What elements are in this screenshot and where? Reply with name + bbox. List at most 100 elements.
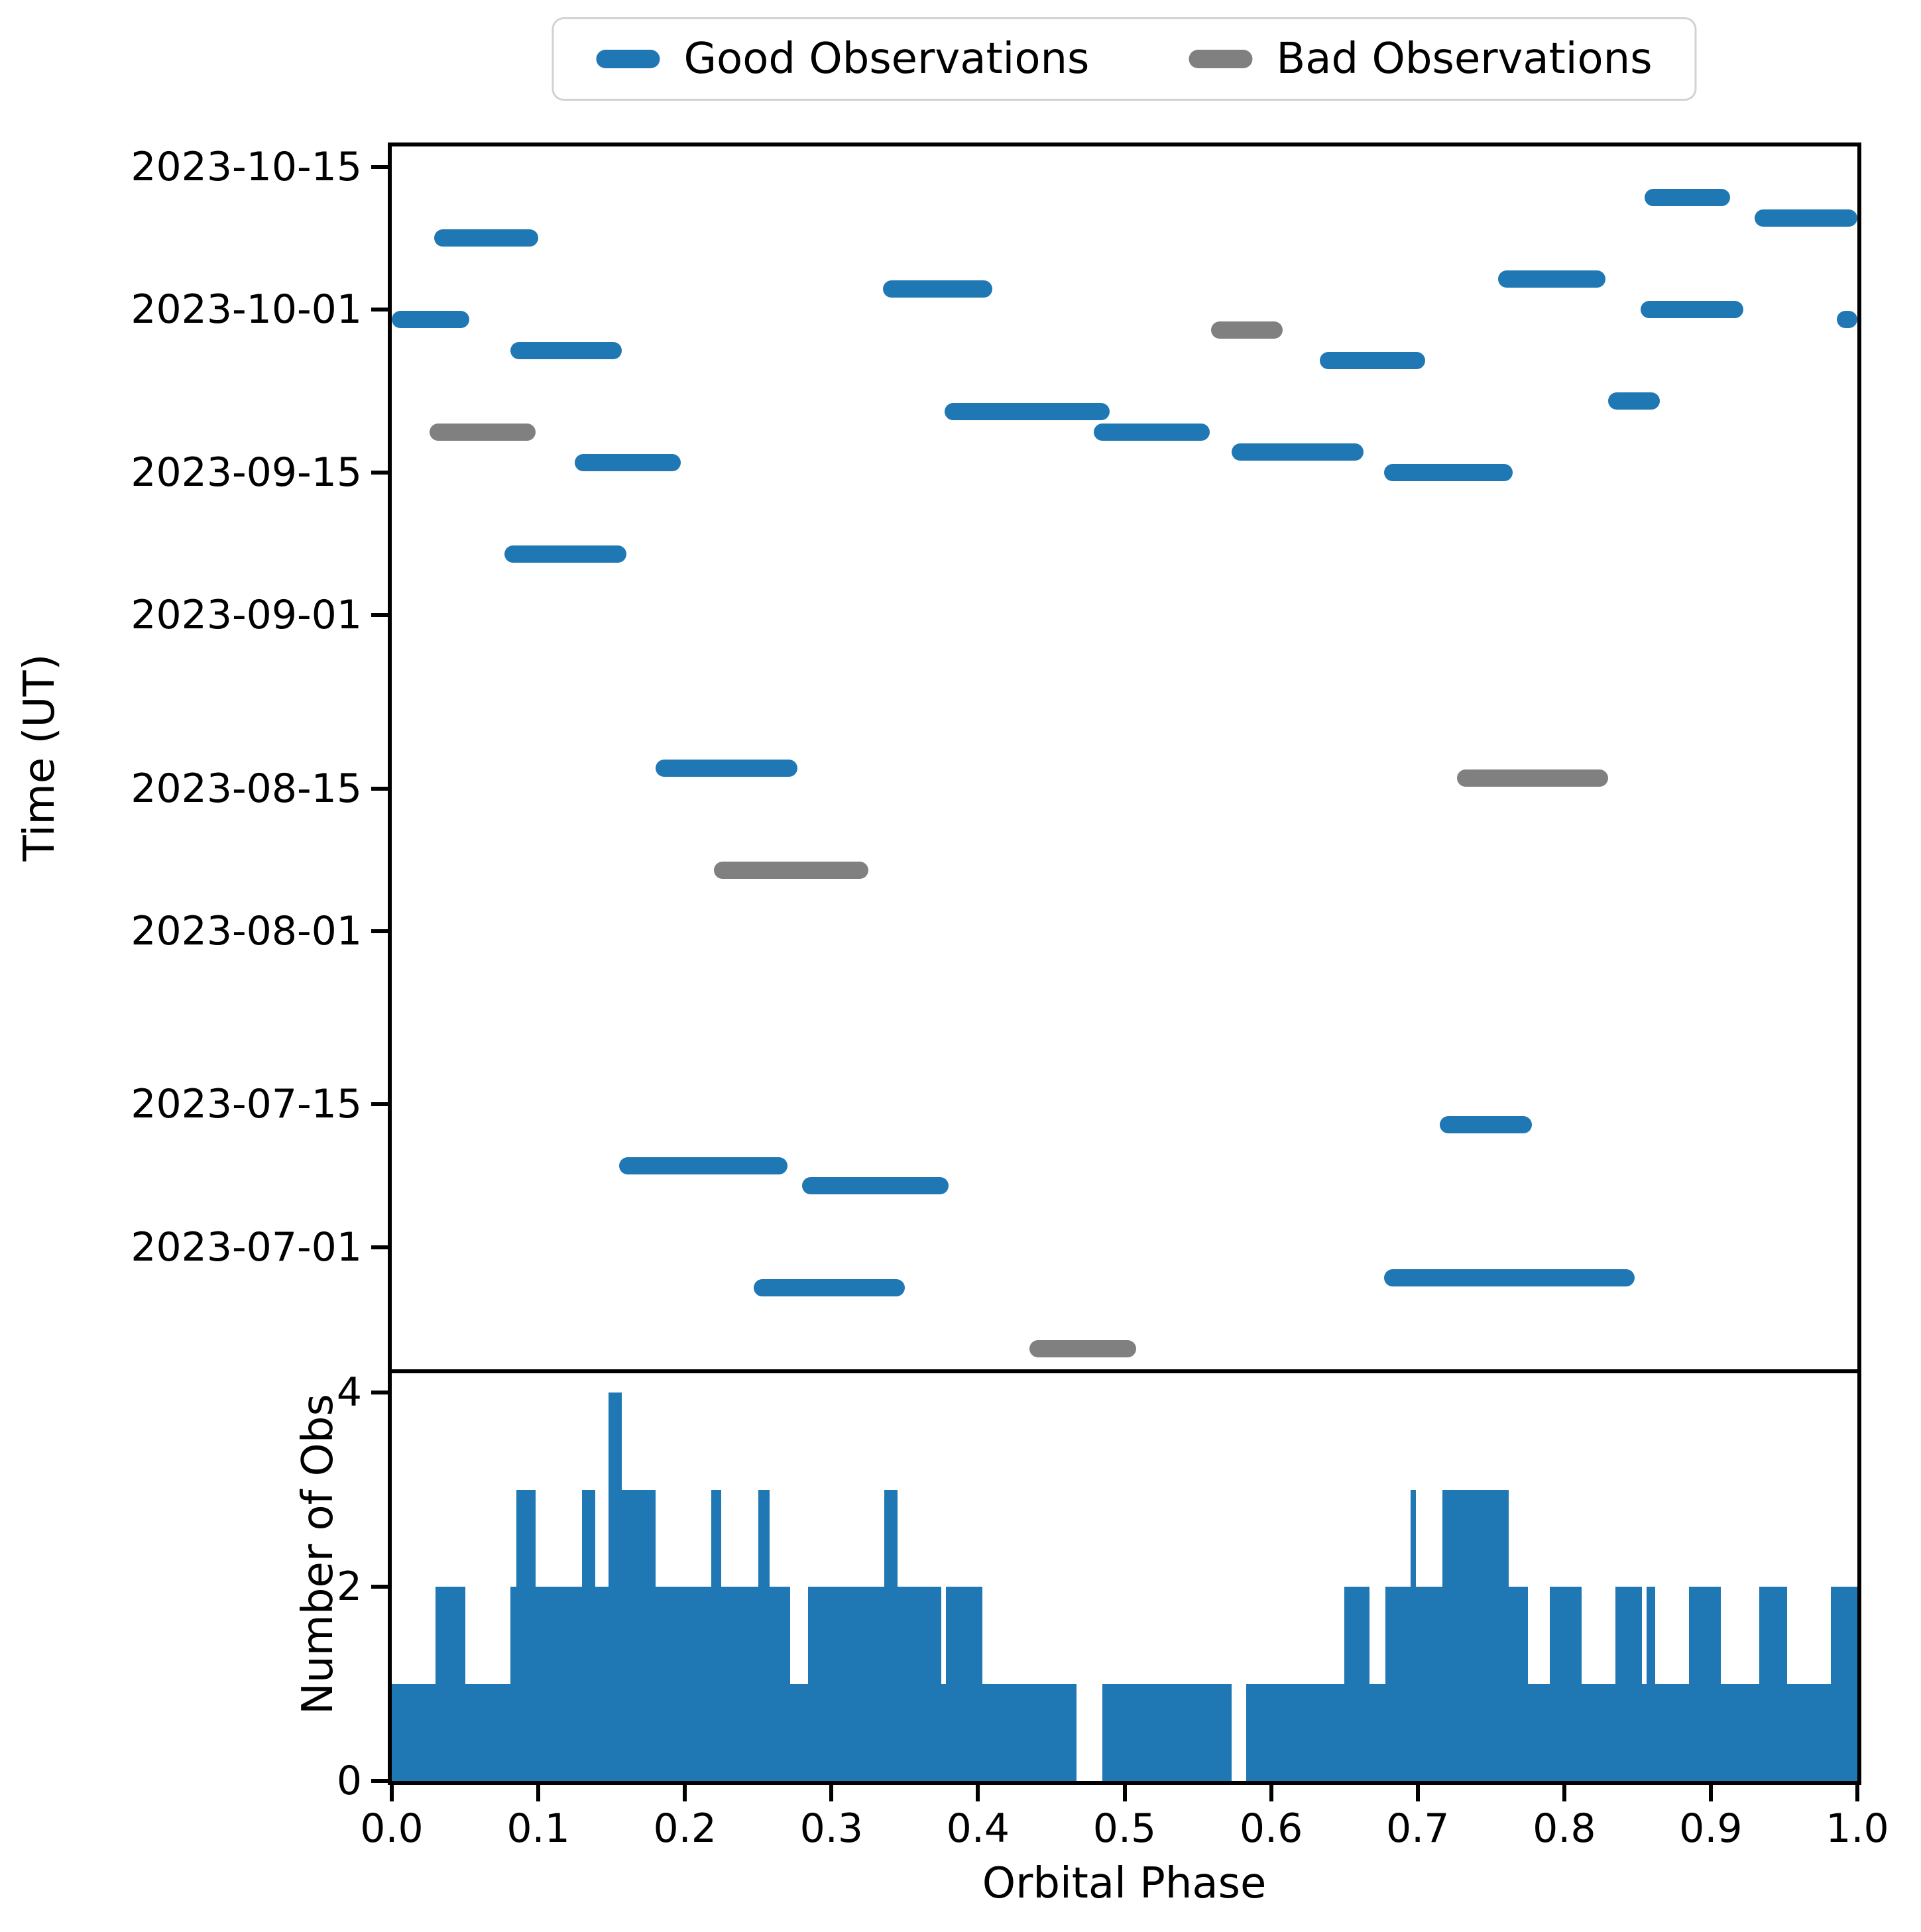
histogram-bar	[1508, 1587, 1528, 1781]
good-observation-segment	[1319, 351, 1425, 369]
histogram-plot-area	[392, 1373, 1857, 1781]
good-observation-segment	[510, 341, 622, 359]
count-axis-tick-label: 2	[336, 1563, 362, 1611]
count-axis-tick-label: 0	[336, 1758, 362, 1804]
good-observation-segment	[1837, 311, 1857, 329]
phase-axis-tick	[1708, 1781, 1713, 1801]
histogram-bar	[1385, 1587, 1411, 1781]
phase-axis-tick-label: 0.4	[946, 1805, 1010, 1852]
x-axis-label-phase: Orbital Phase	[982, 1859, 1267, 1908]
time-axis-tick-label: 2023-07-15	[131, 1081, 362, 1128]
bad-observation-segment	[430, 423, 536, 441]
time-axis-tick-label: 2023-10-01	[131, 286, 362, 333]
histogram-bar	[1655, 1683, 1689, 1781]
histogram-bar	[655, 1587, 711, 1781]
good-observation-segment	[392, 311, 470, 329]
histogram-bar	[1527, 1683, 1550, 1781]
good-observation-segment	[1383, 1269, 1635, 1286]
good-observation-segment	[882, 280, 993, 298]
good-observations-swatch	[596, 50, 660, 68]
histogram-bar	[982, 1683, 1077, 1781]
time-axis-tick	[371, 1245, 392, 1249]
histogram-bar	[1721, 1683, 1759, 1781]
legend-item-good: Good Observations	[596, 38, 1089, 80]
bad-observations-swatch	[1189, 50, 1253, 68]
histogram-bar	[807, 1587, 884, 1781]
phase-axis-tick-label: 0.5	[1092, 1805, 1157, 1852]
histogram-bar	[1369, 1683, 1386, 1781]
histogram-bar	[1410, 1489, 1417, 1781]
phase-axis-tick	[976, 1781, 980, 1801]
good-observation-segment	[618, 1157, 787, 1174]
legend-label-bad: Bad Observations	[1276, 34, 1653, 84]
bad-observation-segment	[1029, 1340, 1137, 1358]
good-observation-segment	[1439, 1116, 1533, 1133]
count-axis-tick	[371, 1585, 392, 1589]
y-axis-label-time: Time (UT)	[15, 653, 64, 862]
bad-observation-segment	[1457, 769, 1609, 787]
histogram-bar	[609, 1392, 622, 1781]
good-observation-segment	[1231, 443, 1364, 461]
histogram-plot: 0.0 0.1 0.2 0.3 0.4 0.5 0.6 0.7 0.8 0.9 1.0 0 2 4	[337, 1373, 1889, 1848]
histogram-bar	[436, 1587, 465, 1781]
phase-axis-tick	[1415, 1781, 1420, 1801]
histogram-bar	[1786, 1683, 1832, 1781]
good-observation-segment	[802, 1177, 949, 1195]
legend-item-bad: Bad Observations	[1189, 34, 1653, 84]
phase-axis-tick-label: 0.1	[506, 1805, 570, 1852]
phase-axis-tick-label: 0.6	[1239, 1805, 1303, 1852]
legend: Good Observations Bad Observations	[552, 17, 1697, 101]
time-axis-tick	[371, 308, 392, 312]
histogram-bar	[516, 1489, 536, 1781]
histogram-bar	[595, 1587, 609, 1781]
phase-axis-tick-label: 0.0	[360, 1805, 424, 1852]
phase-axis-tick	[683, 1781, 687, 1801]
phase-axis-tick-label: 0.7	[1385, 1805, 1450, 1852]
time-axis-tick	[371, 929, 392, 933]
phase-axis-tick	[536, 1781, 541, 1801]
timeline-plot-area	[392, 146, 1857, 1369]
histogram-bar	[582, 1489, 596, 1781]
histogram-bar	[510, 1587, 516, 1781]
histogram-bar	[1344, 1587, 1369, 1781]
time-axis-tick	[371, 613, 392, 618]
time-axis-tick	[371, 164, 392, 169]
time-axis-tick-label: 2023-10-15	[131, 143, 362, 190]
histogram-bar	[1549, 1587, 1582, 1781]
good-observation-segment	[754, 1279, 905, 1296]
good-observation-segment	[1608, 392, 1660, 410]
phase-axis-tick-label: 0.2	[653, 1805, 717, 1852]
time-axis-tick-label: 2023-09-15	[131, 449, 362, 496]
histogram-bar	[392, 1683, 436, 1781]
count-axis-tick	[371, 1391, 392, 1395]
histogram-bar	[1646, 1587, 1655, 1781]
histogram-bar	[721, 1587, 758, 1781]
phase-axis-tick-label: 0.3	[799, 1805, 864, 1852]
legend-label-good: Good Observations	[683, 34, 1090, 84]
histogram-bar	[945, 1587, 983, 1781]
phase-axis-tick-label: 0.8	[1533, 1805, 1596, 1852]
histogram-bar	[1688, 1587, 1721, 1781]
histogram-bar	[1831, 1587, 1857, 1781]
good-observation-segment	[1640, 301, 1743, 318]
good-observation-segment	[434, 229, 539, 247]
phase-axis-tick-label: 0.9	[1679, 1805, 1743, 1852]
histogram-bar	[770, 1587, 791, 1781]
phase-axis-tick	[1269, 1781, 1273, 1801]
histogram-bar	[1641, 1683, 1647, 1781]
good-observation-segment	[655, 759, 798, 777]
good-observation-segment	[1498, 270, 1605, 288]
count-axis-tick	[371, 1779, 392, 1783]
time-axis-tick-label: 2023-09-01	[131, 592, 362, 639]
time-axis-tick	[371, 786, 392, 791]
good-observation-segment	[944, 402, 1110, 420]
phase-axis-tick-label: 1.0	[1826, 1805, 1889, 1852]
histogram-bar	[897, 1587, 942, 1781]
histogram-bar	[1442, 1489, 1509, 1781]
time-axis-tick-label: 2023-08-01	[131, 907, 362, 954]
histogram-bar	[1615, 1587, 1642, 1781]
y-axis-label-count: Number of Obs	[294, 1394, 343, 1715]
histogram-bar	[1416, 1587, 1443, 1781]
histogram-bar	[465, 1683, 511, 1781]
